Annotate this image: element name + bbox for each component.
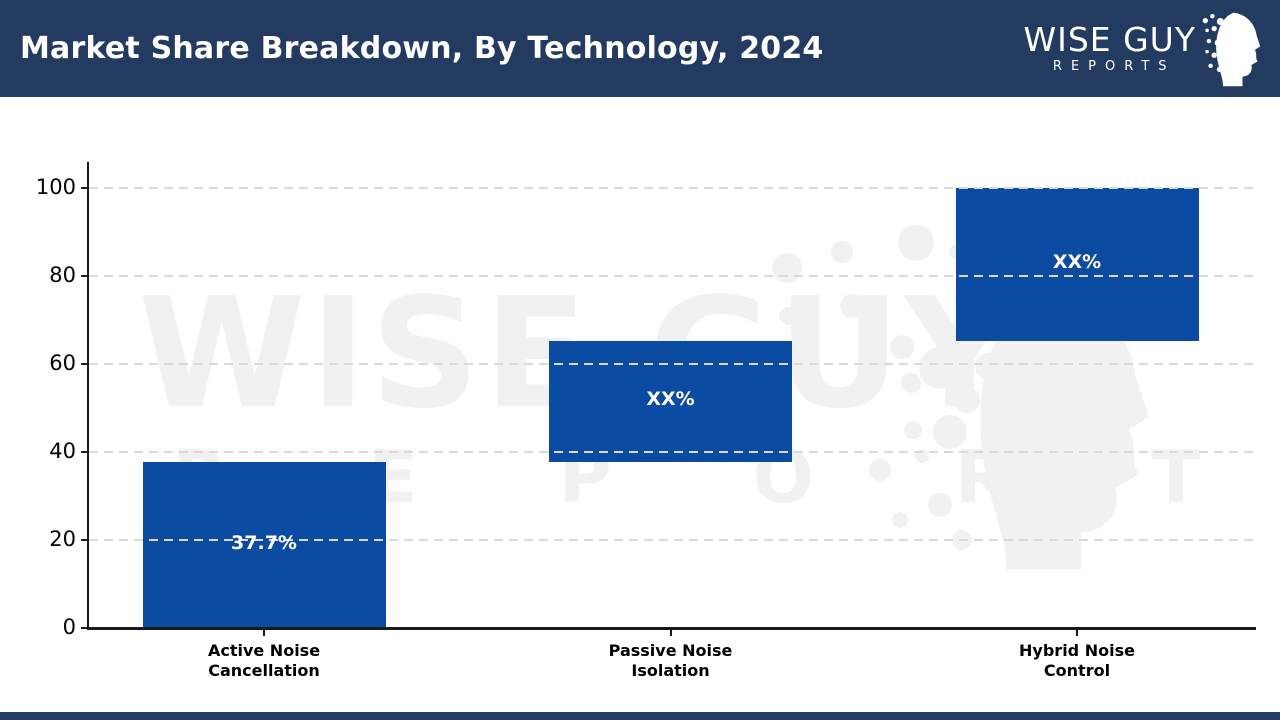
logo-wordmark: WISE GUY [1023, 19, 1196, 59]
x-tick-hybrid-noise-control [1076, 629, 1078, 636]
bar-value-label-passive-noise-isolation: XX% [646, 388, 695, 411]
bar-value-label-hybrid-noise-control: XX% [1052, 251, 1102, 274]
gridline-20 [89, 538, 1256, 541]
x-tick-passive-noise-isolation [669, 629, 672, 636]
logo-subtitle: REPORTS [1052, 59, 1176, 75]
category-label-active-noise-cancellation: Active Noise Cancellation [114, 641, 414, 681]
header: Market Share Breakdown, By Technology, 2… [0, 0, 1280, 97]
y-tick-label-0: 0 [62, 614, 76, 639]
wise-guy-logo: WISE GUY REPORTS [1023, 9, 1262, 89]
bar-active-noise-cancellation [142, 461, 386, 628]
category-label-line: Hybrid Noise [1019, 641, 1135, 660]
y-tick-label-60: 60 [49, 350, 76, 375]
y-tick-100 [81, 186, 87, 189]
category-label-line: Cancellation [208, 661, 320, 680]
y-tick-20 [81, 538, 87, 541]
y-tick-label-100: 100 [35, 174, 76, 199]
bar-passive-noise-isolation [549, 340, 792, 462]
y-tick-0 [81, 626, 87, 629]
y-tick-label-20: 20 [49, 526, 76, 551]
x-axis-spine [87, 627, 1256, 630]
y-tick-80 [81, 274, 87, 277]
x-tick-active-noise-cancellation [263, 629, 265, 636]
category-label-line: Passive Noise [608, 641, 733, 660]
category-label-hybrid-noise-control: Hybrid Noise Control [927, 641, 1227, 681]
y-tick-label-40: 40 [49, 438, 76, 463]
y-tick-40 [81, 450, 87, 453]
category-label-line: Isolation [631, 661, 710, 680]
category-label-passive-noise-isolation: Passive Noise Isolation [521, 641, 821, 681]
watermark-head-pattern [772, 225, 1150, 570]
y-axis-spine [87, 162, 89, 629]
gridline-80 [89, 274, 1256, 277]
category-label-line: Control [1043, 661, 1111, 680]
chart-area: WISE GUY R E P O R T S 02040608010037.7%… [0, 97, 1280, 712]
bar-hybrid-noise-control [955, 187, 1199, 341]
bar-value-label-active-noise-cancellation: 37.7% [231, 531, 297, 554]
page-title: Market Share Breakdown, By Technology, 2… [20, 31, 824, 66]
category-label-line: Active Noise [207, 641, 321, 660]
logo-head-icon [1202, 12, 1261, 86]
y-tick-60 [81, 362, 87, 365]
gridline-100 [89, 186, 1256, 189]
gridline-60 [89, 362, 1256, 365]
y-tick-label-80: 80 [49, 262, 76, 287]
footer-bar [0, 712, 1280, 720]
gridline-40 [89, 450, 1256, 453]
